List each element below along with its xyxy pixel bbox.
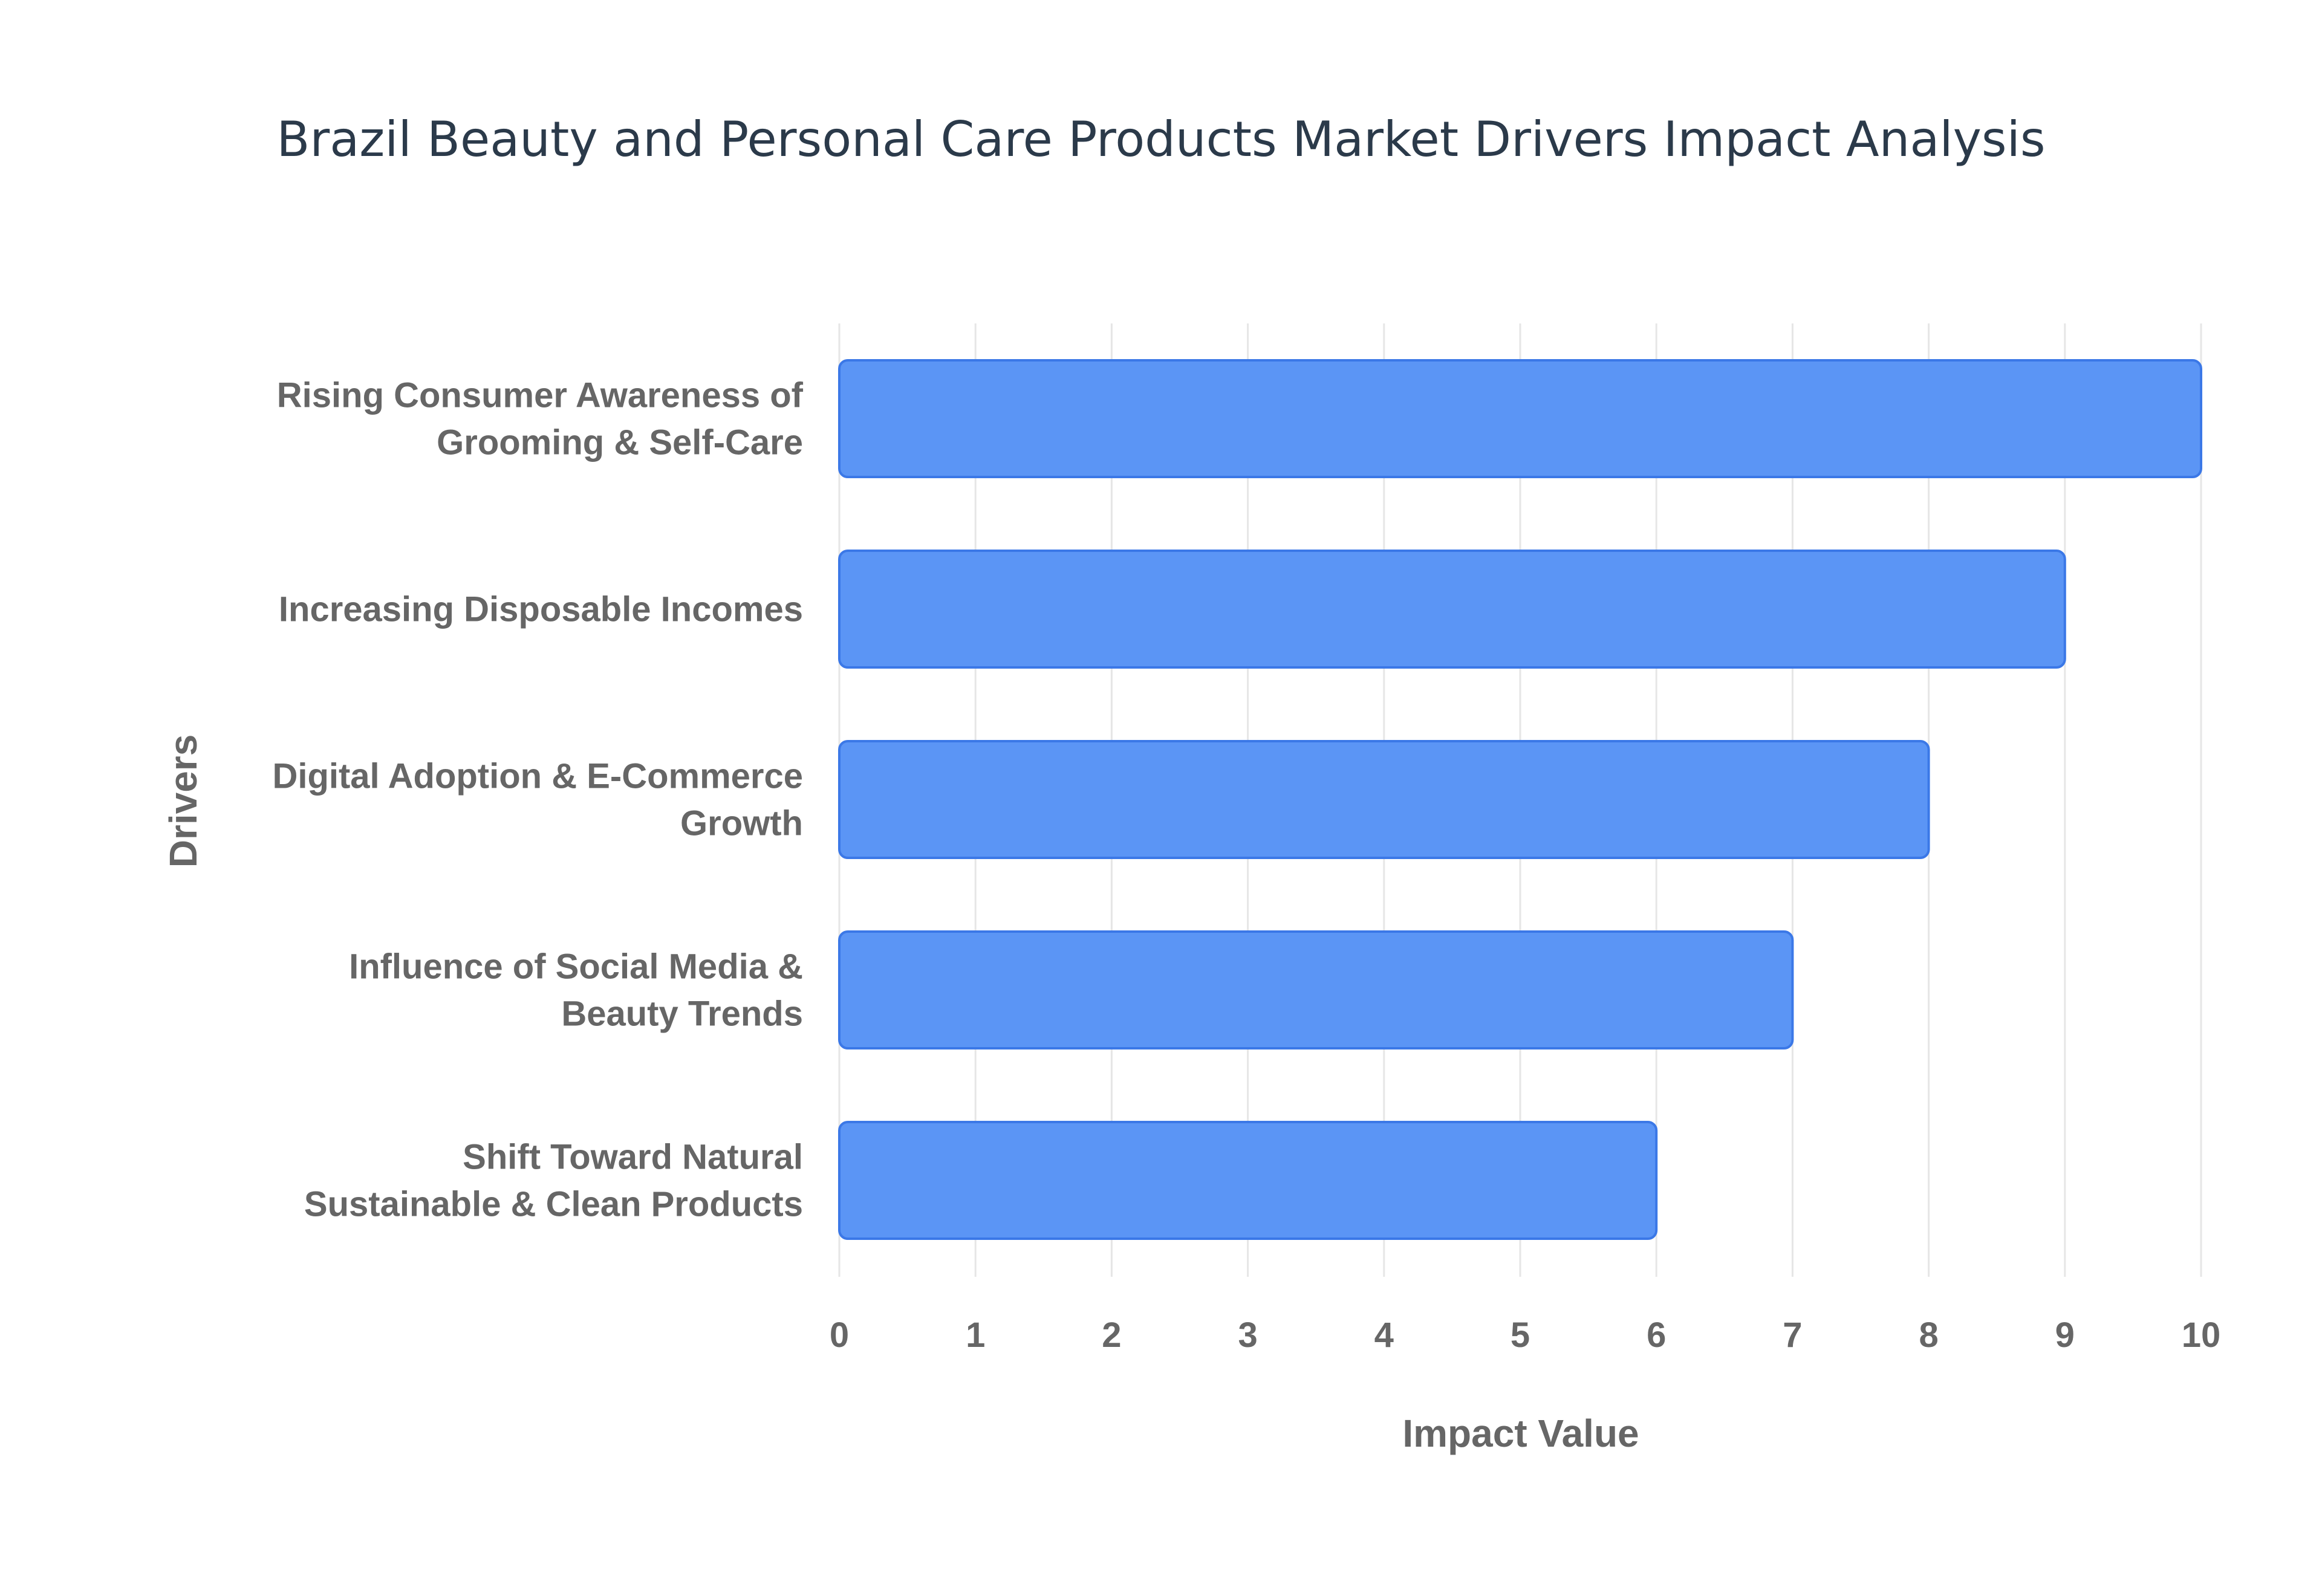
bar-4	[838, 1121, 1658, 1240]
x-tick-label: 2	[1102, 1315, 1121, 1355]
x-tick-label: 7	[1783, 1315, 1802, 1355]
category-label: Rising Consumer Awareness of Grooming & S…	[277, 376, 804, 462]
bar-2	[838, 740, 1930, 859]
chart-title: Brazil Beauty and Personal Care Products…	[276, 111, 2045, 167]
bar-0	[838, 359, 2202, 478]
x-tick-label: 4	[1374, 1315, 1394, 1355]
x-tick-label: 10	[2182, 1315, 2221, 1355]
x-tick-labels: 0 1 2 3 4 5 6 7 8 9 10	[830, 1315, 2220, 1355]
y-axis-title: Drivers	[161, 735, 205, 868]
x-tick-label: 3	[1238, 1315, 1257, 1355]
category-label: Shift Toward Natural Sustainable & Clean …	[304, 1138, 803, 1224]
x-tick-label: 9	[2055, 1315, 2075, 1355]
category-label: Influence of Social Media & Beauty Trends	[349, 947, 803, 1034]
x-axis-title: Impact Value	[1402, 1412, 1639, 1455]
category-label: Digital Adoption & E-Commerce Growth	[272, 757, 803, 843]
x-tick-label: 8	[1919, 1315, 1938, 1355]
bar-1	[838, 550, 2066, 669]
x-tick-label: 0	[830, 1315, 849, 1355]
bars	[838, 359, 2202, 1240]
x-tick-label: 6	[1647, 1315, 1666, 1355]
category-label: Increasing Disposable Incomes	[279, 590, 803, 629]
x-tick-label: 1	[966, 1315, 985, 1355]
category-labels: Rising Consumer Awareness of Grooming & S…	[272, 376, 803, 1224]
bar-3	[838, 930, 1794, 1049]
x-tick-label: 5	[1511, 1315, 1530, 1355]
